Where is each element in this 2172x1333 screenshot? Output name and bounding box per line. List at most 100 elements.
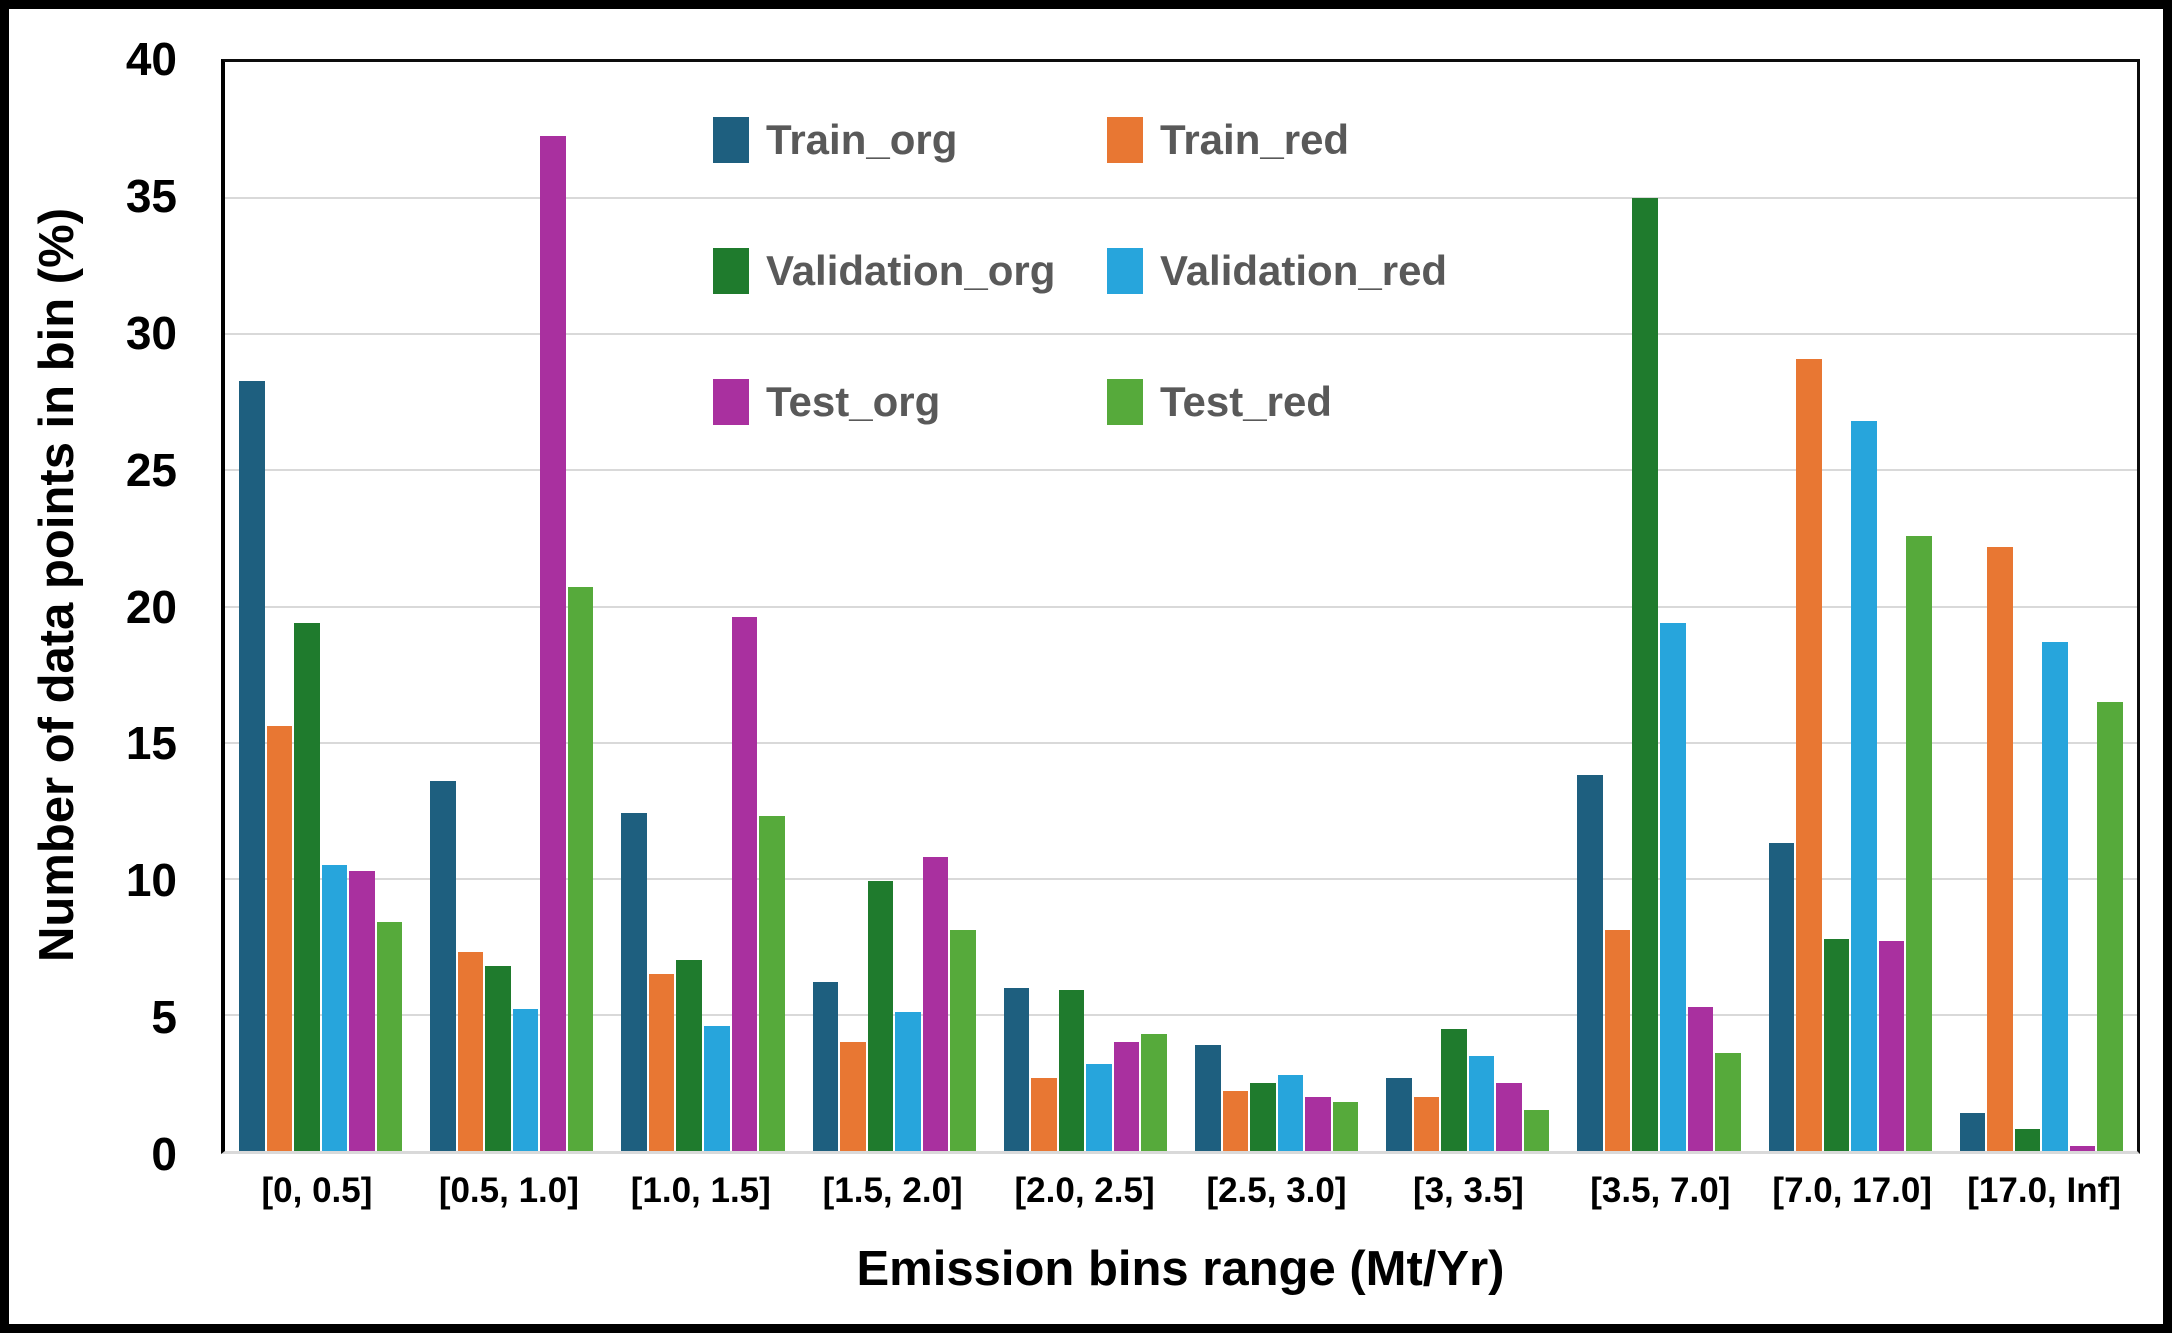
bar-Test_red bbox=[1523, 1110, 1550, 1151]
y-axis-tick-label: 0 bbox=[151, 1128, 177, 1180]
bar-Validation_red bbox=[2042, 641, 2068, 1151]
bar-Train_org bbox=[1577, 775, 1603, 1151]
bar-Train_red bbox=[648, 974, 675, 1151]
bar-Test_red bbox=[1906, 535, 1932, 1151]
bar-Test_red bbox=[376, 922, 403, 1151]
bar-Train_red bbox=[1031, 1077, 1057, 1151]
gridline bbox=[225, 605, 2137, 608]
bar-group bbox=[1563, 62, 1754, 1151]
bar-Validation_org bbox=[676, 960, 702, 1151]
legend-label-Validation_org: Validation_org bbox=[766, 246, 1056, 294]
bar-Test_red bbox=[1715, 1053, 1741, 1151]
legend-label-Test_red: Test_red bbox=[1160, 377, 1332, 425]
bar-Test_org bbox=[1113, 1042, 1140, 1151]
bar-Train_org bbox=[621, 813, 647, 1151]
y-axis-tick-label: 5 bbox=[151, 991, 177, 1044]
legend-item-Validation_red: Validation_red bbox=[1107, 247, 1447, 295]
legend-label-Train_org: Train_org bbox=[766, 115, 958, 163]
bar-Validation_org bbox=[1250, 1082, 1276, 1151]
gridline bbox=[225, 469, 2137, 472]
bar-Validation_red bbox=[1851, 421, 1877, 1151]
y-axis-tick-label: 25 bbox=[125, 443, 177, 496]
y-axis-tick-label: 30 bbox=[125, 306, 177, 359]
bar-Train_red bbox=[840, 1042, 866, 1151]
y-axis-tick-label: 15 bbox=[125, 717, 177, 770]
x-axis-tick-label: [1.0, 1.5] bbox=[630, 1171, 771, 1210]
x-axis-tick-label: [3.5, 7.0] bbox=[1590, 1171, 1731, 1210]
bar-Validation_red bbox=[1086, 1063, 1112, 1151]
bar-Test_org bbox=[1687, 1006, 1714, 1151]
bar-group bbox=[1181, 62, 1372, 1151]
bar-groups bbox=[225, 62, 2137, 1151]
bar-Train_org bbox=[1386, 1077, 1412, 1151]
bar-Test_org bbox=[1305, 1096, 1331, 1151]
bar-Train_org bbox=[1768, 843, 1795, 1151]
legend-swatch-Validation_org bbox=[713, 247, 749, 294]
bar-Validation_red bbox=[321, 865, 348, 1151]
legend: Train_org Train_red Validation_org Validati… bbox=[713, 74, 1447, 467]
legend-item-Train_red: Train_red bbox=[1107, 116, 1447, 164]
x-axis-tick-label: [3, 3.5] bbox=[1412, 1171, 1524, 1210]
legend-swatch-Validation_red bbox=[1107, 247, 1143, 294]
bar-Test_red bbox=[950, 930, 976, 1151]
legend-item-Validation_org: Validation_org bbox=[713, 247, 1107, 295]
legend-item-Test_org: Test_org bbox=[713, 378, 1107, 426]
bar-Train_org bbox=[812, 982, 839, 1151]
bar-Validation_red bbox=[1277, 1074, 1304, 1151]
bar-Test_red bbox=[1332, 1102, 1359, 1151]
gridline bbox=[225, 333, 2137, 336]
bar-Test_org bbox=[2069, 1145, 2096, 1151]
bar-Train_org bbox=[1003, 987, 1030, 1151]
legend-swatch-Test_org bbox=[713, 378, 749, 425]
bar-Train_red bbox=[1222, 1091, 1249, 1151]
y-axis-tick-label: 40 bbox=[125, 33, 177, 85]
bar-Test_org bbox=[1496, 1082, 1522, 1151]
bar-Test_org bbox=[731, 617, 758, 1151]
bar-Test_org bbox=[540, 135, 566, 1151]
bar-Train_red bbox=[1987, 546, 2013, 1151]
bar-group bbox=[1372, 62, 1563, 1151]
bar-group bbox=[416, 62, 607, 1151]
legend-swatch-Test_red bbox=[1107, 378, 1143, 425]
x-axis-tick-label: [2.0, 2.5] bbox=[1014, 1171, 1155, 1210]
bar-Train_red bbox=[1413, 1096, 1440, 1151]
legend-label-Validation_red: Validation_red bbox=[1160, 246, 1448, 294]
bar-Validation_org bbox=[1632, 198, 1659, 1151]
x-axis-tick-label: [17.0, Inf] bbox=[1967, 1171, 2121, 1210]
bar-group bbox=[1946, 62, 2137, 1151]
bar-Test_org bbox=[1878, 941, 1905, 1151]
bar-Validation_red bbox=[512, 1009, 539, 1151]
bar-Train_red bbox=[1796, 358, 1822, 1151]
bar-Train_org bbox=[430, 780, 456, 1151]
bar-Validation_org bbox=[1441, 1028, 1467, 1151]
legend-swatch-Train_red bbox=[1107, 116, 1143, 163]
bar-group bbox=[990, 62, 1181, 1151]
bar-Validation_org bbox=[294, 622, 320, 1151]
plot-area: Train_org Train_red Validation_org Validati… bbox=[221, 59, 2140, 1154]
bar-Validation_red bbox=[1660, 622, 1686, 1151]
y-axis-tick-label: 35 bbox=[125, 169, 177, 222]
x-axis-tick-label: [0, 0.5] bbox=[261, 1171, 373, 1210]
bar-group bbox=[1755, 62, 1946, 1151]
x-axis-tick-label: [0.5, 1.0] bbox=[438, 1171, 579, 1210]
legend-label-Test_org: Test_org bbox=[766, 377, 941, 425]
bar-Validation_org bbox=[1058, 990, 1085, 1151]
bar-Validation_org bbox=[485, 965, 511, 1151]
bar-Test_red bbox=[1141, 1033, 1167, 1151]
bar-Train_org bbox=[1959, 1112, 1986, 1151]
legend-item-Test_red: Test_red bbox=[1107, 378, 1447, 426]
x-axis-tick-label: [2.5, 3.0] bbox=[1206, 1171, 1347, 1210]
bar-group bbox=[607, 62, 798, 1151]
bar-Test_org bbox=[349, 870, 375, 1151]
bar-group bbox=[799, 62, 990, 1151]
bar-Train_org bbox=[239, 380, 265, 1151]
y-axis-tick-label: 20 bbox=[125, 580, 177, 633]
x-axis-tick-label: [1.5, 2.0] bbox=[822, 1171, 963, 1210]
gridline bbox=[225, 1013, 2137, 1016]
bar-Train_red bbox=[457, 952, 484, 1151]
bar-Train_org bbox=[1195, 1044, 1221, 1151]
y-axis-tick-labels: 0 5 10 15 20 25 30 35 40 bbox=[9, 36, 177, 1177]
bar-Test_red bbox=[759, 816, 785, 1151]
bar-Test_red bbox=[2097, 701, 2124, 1151]
